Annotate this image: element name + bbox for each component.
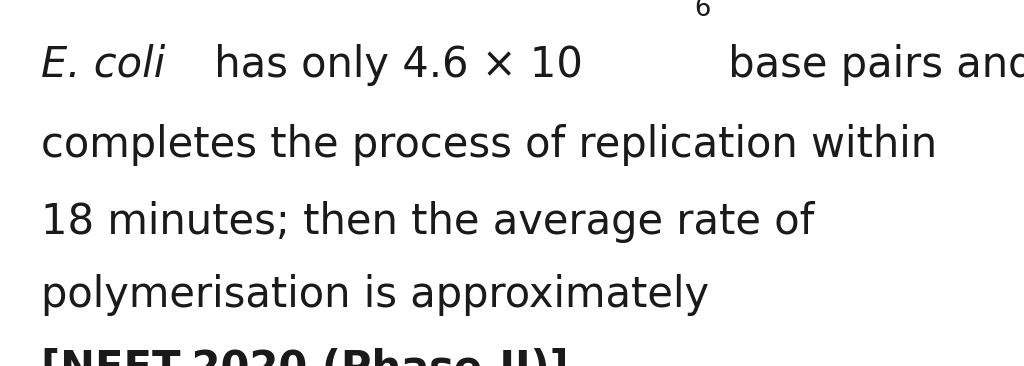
Text: has only 4.6 × 10: has only 4.6 × 10 [202, 44, 584, 86]
Text: 18 minutes; then the average rate of: 18 minutes; then the average rate of [41, 201, 814, 243]
Text: completes the process of replication within: completes the process of replication wit… [41, 124, 937, 167]
Text: [NEET-2020 (Phase-II)]: [NEET-2020 (Phase-II)] [41, 348, 568, 366]
Text: polymerisation is approximately: polymerisation is approximately [41, 274, 709, 317]
Text: base pairs and: base pairs and [716, 44, 1024, 86]
Text: E. coli: E. coli [41, 44, 165, 86]
Text: 6: 6 [694, 0, 711, 22]
